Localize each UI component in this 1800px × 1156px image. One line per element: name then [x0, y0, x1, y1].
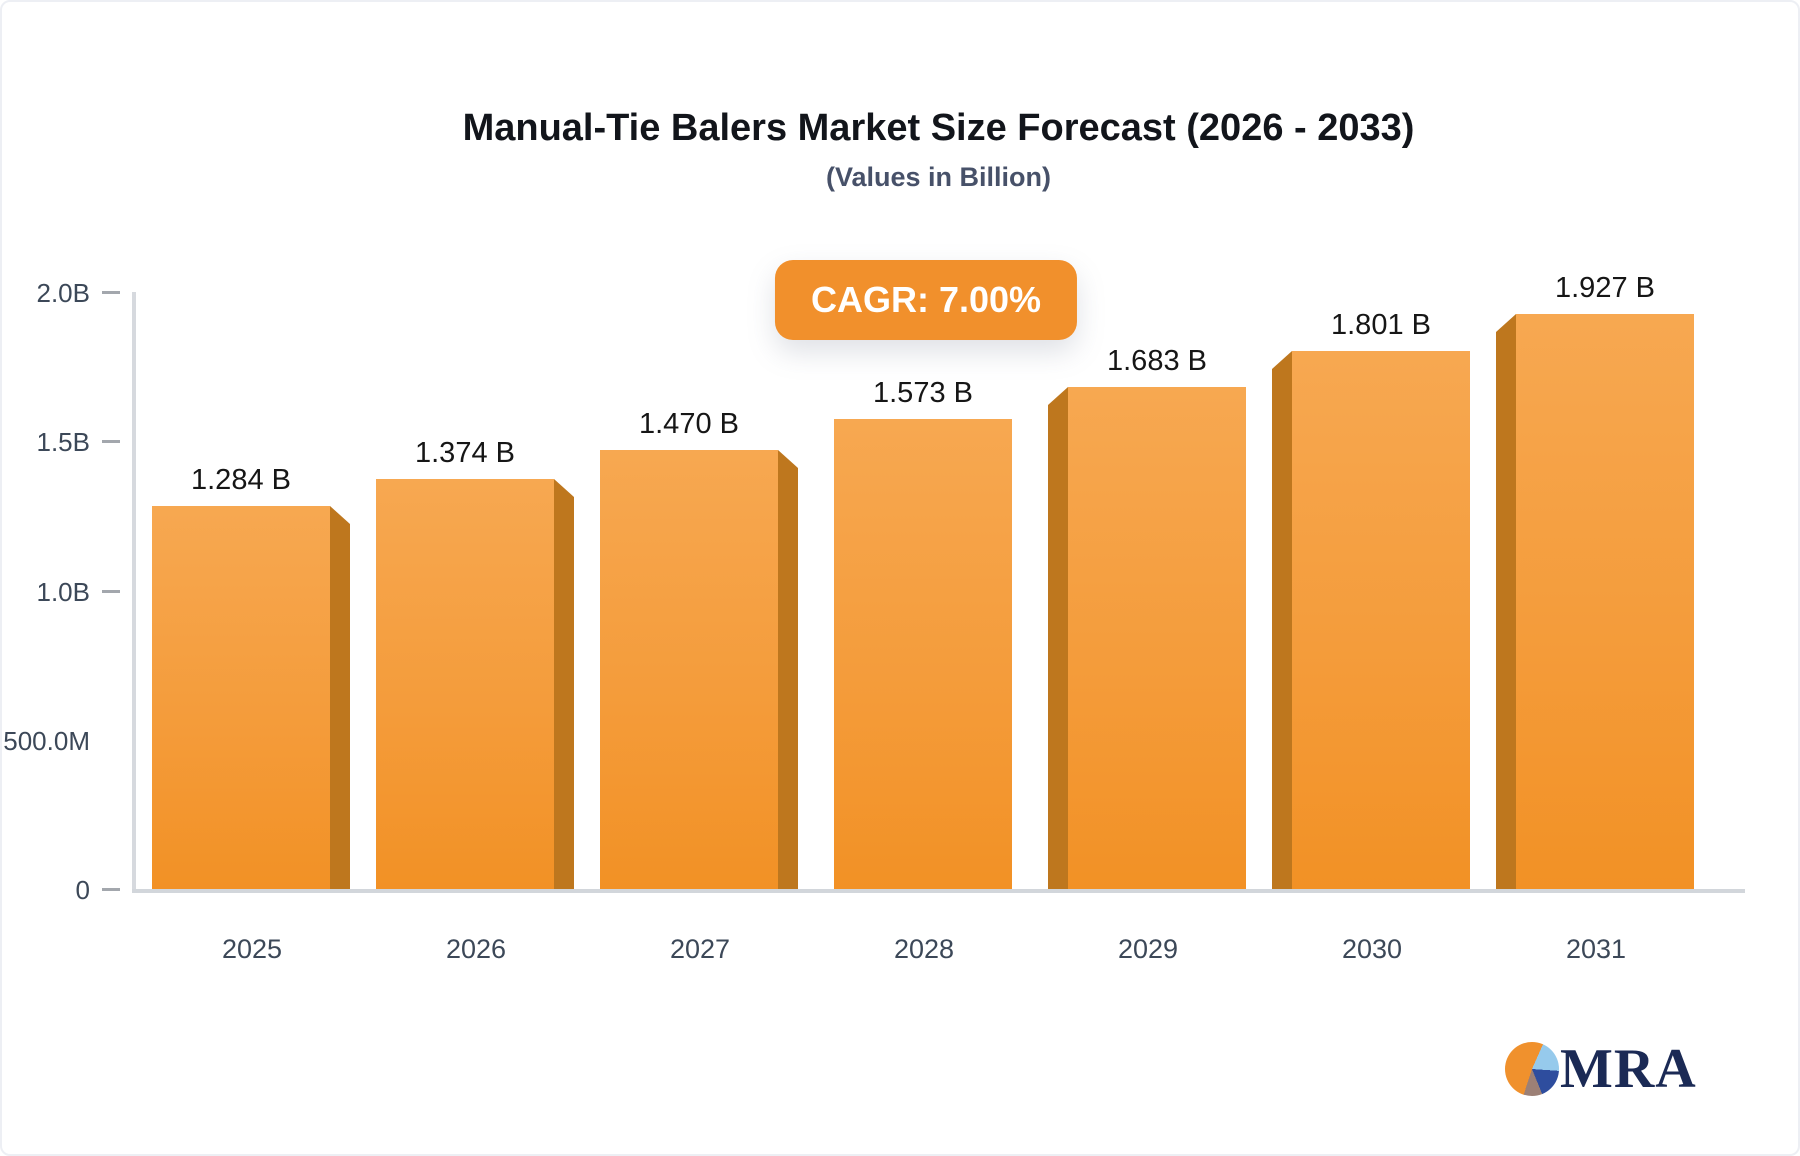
bar-group: [152, 506, 350, 889]
y-axis-tick: [102, 888, 120, 891]
x-axis-baseline: [132, 889, 1745, 893]
x-axis-label: 2029: [1117, 934, 1179, 964]
bar-side-face: [330, 506, 350, 889]
bar-face: [1516, 314, 1694, 889]
y-axis-label: 0: [75, 875, 90, 905]
x-axis-label: 2028: [893, 934, 955, 964]
y-axis-label: 1.0B: [36, 576, 91, 607]
bar-group: [600, 450, 798, 889]
bar-value-label: 1.927 B: [1555, 272, 1655, 304]
x-axis-label: 2031: [1565, 934, 1627, 964]
bar-group: [1496, 314, 1694, 889]
bar-value-label: 1.470 B: [639, 408, 739, 440]
bar-side-face: [1048, 387, 1068, 889]
bar-face: [1068, 387, 1246, 889]
bar-side-face: [1496, 314, 1516, 889]
y-axis-label: 2.0B: [36, 278, 91, 308]
bar-face: [152, 506, 330, 889]
y-axis-tick: [102, 440, 120, 444]
brand-logo-text: MRA: [1560, 1038, 1697, 1100]
bar-face: [600, 450, 778, 889]
bar-face: [1292, 351, 1470, 889]
bar-group: [1272, 351, 1470, 889]
bar-side-face: [1272, 351, 1292, 889]
bar-group: [824, 419, 1022, 889]
bar-side-face: [554, 479, 574, 889]
y-axis-line: [132, 292, 136, 893]
x-axis-label: 2027: [669, 934, 731, 964]
chart-title: Manual-Tie Balers Market Size Forecast (…: [462, 107, 1415, 149]
pie-chart-logo-icon: [1505, 1042, 1559, 1096]
cagr-badge: CAGR: 7.00%: [774, 260, 1078, 340]
bar-side-face: [778, 450, 798, 889]
bar-value-label: 1.801 B: [1331, 309, 1431, 341]
bar-value-label: 1.573 B: [873, 377, 973, 409]
bar-value-label: 1.374 B: [415, 437, 515, 469]
bar-group: [376, 479, 574, 889]
bar-group: [1048, 387, 1246, 889]
bar-value-label: 1.284 B: [191, 464, 291, 496]
x-axis-label: 2025: [221, 934, 283, 964]
chart-subtitle: (Values in Billion): [825, 162, 1052, 192]
x-axis-label: 2030: [1341, 934, 1403, 964]
y-axis-tick: [102, 589, 120, 593]
brand-logo: MRA: [1505, 1038, 1697, 1100]
y-axis-label: 500.0M: [3, 725, 90, 756]
y-axis-tick: [102, 291, 120, 294]
bar-face: [834, 419, 1012, 889]
bar-value-label: 1.683 B: [1107, 345, 1207, 377]
bar-face: [376, 479, 554, 889]
y-axis-label: 1.5B: [36, 427, 91, 458]
x-axis-label: 2026: [445, 934, 507, 964]
